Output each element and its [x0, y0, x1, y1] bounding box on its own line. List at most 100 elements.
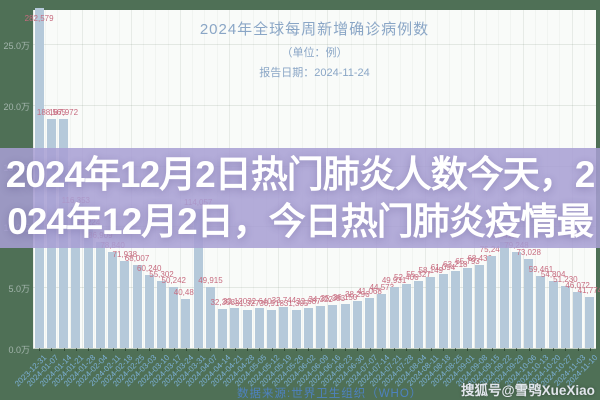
- bar-2024-04-21: [230, 307, 240, 348]
- bar-value-label: 31,305: [283, 298, 309, 308]
- bar-2024-09-22: [499, 241, 509, 348]
- x-axis-tick-mark: [320, 348, 322, 351]
- bar-value-label: 40,485: [173, 287, 199, 297]
- bar-value-label: 188,565: [36, 107, 66, 117]
- bar-value-label: 32,687: [296, 297, 321, 307]
- bar-value-label: 187,972: [49, 108, 79, 118]
- x-axis-tick-mark: [88, 348, 90, 351]
- bar-2024-05-26: [291, 309, 301, 348]
- bar-2024-03-03: [144, 274, 154, 348]
- x-axis-tick-mark: [577, 348, 579, 351]
- bar-2024-10-13: [536, 275, 546, 348]
- bar-2024-02-18: [120, 260, 130, 348]
- bar-2024-07-07: [365, 298, 375, 348]
- bar-2024-04-07: [205, 287, 215, 348]
- bar-2024-06-02: [303, 308, 313, 348]
- x-axis-tick-mark: [528, 348, 530, 351]
- y-axis-tick-label: 25.0万: [3, 41, 30, 51]
- bar-2024-05-12: [267, 310, 277, 348]
- x-axis-tick-mark: [455, 348, 457, 351]
- x-axis-tick-mark: [332, 348, 334, 351]
- bar-value-label: 49,931: [381, 276, 407, 286]
- x-axis-tick-mark: [185, 348, 187, 351]
- x-axis-tick-mark: [63, 348, 65, 351]
- x-axis-tick-mark: [394, 348, 396, 351]
- x-axis-tick-mark: [504, 348, 506, 351]
- x-axis-tick-mark: [430, 348, 432, 351]
- x-axis-tick-mark: [589, 348, 591, 351]
- bar-value-label: 41,068: [357, 287, 382, 297]
- x-axis-tick-mark: [369, 348, 371, 351]
- bar-2024-08-25: [450, 271, 460, 348]
- x-axis-tick-mark: [271, 348, 273, 351]
- x-axis-tick-mark: [222, 348, 224, 351]
- y-gridline: [33, 44, 596, 45]
- bar-2024-07-14: [377, 293, 387, 348]
- y-gridline: [33, 104, 596, 106]
- bar-2024-09-08: [475, 264, 485, 348]
- bar-2024-03-10: [157, 280, 166, 348]
- bar-value-label: 65,793: [455, 256, 480, 266]
- bar-value-label: 30,918: [259, 299, 284, 309]
- bar-value-label: 44,573: [369, 282, 395, 292]
- bar-value-label: 41,774: [577, 286, 600, 296]
- bar-2024-05-05: [254, 308, 264, 348]
- x-axis-tick-mark: [406, 348, 408, 351]
- x-axis-tick-mark: [540, 348, 542, 351]
- x-axis-tick-mark: [198, 348, 200, 351]
- bar-value-label: 61,094: [430, 262, 456, 272]
- bar-2024-06-30: [352, 301, 362, 348]
- x-axis-tick-mark: [283, 348, 285, 351]
- y-gridline: [33, 287, 596, 289]
- bar-2024-06-23: [340, 304, 350, 348]
- bar-value-label: 282,579: [24, 14, 54, 23]
- bar-2024-01-21: [71, 206, 81, 348]
- bar-2024-10-20: [548, 281, 558, 348]
- bar-2024-06-16: [328, 304, 338, 348]
- bar-2024-04-28: [242, 309, 252, 348]
- x-axis-tick-mark: [443, 348, 444, 351]
- chart-header: 2024年全球每周新增确诊病例数 （单位：例） 报告日期：2024-11-24: [33, 0, 596, 80]
- bar-value-label: 58,149: [418, 266, 443, 276]
- headline-overlay-banner: 2024年12月2日热门肺炎人数今天，2 024年12月2日，今日热门肺炎疫情最: [0, 148, 600, 248]
- bar-2024-03-24: [181, 298, 191, 348]
- y-gridline: [33, 348, 596, 349]
- bar-2024-10-27: [560, 285, 570, 348]
- x-axis-tick-mark: [357, 348, 359, 351]
- bar-2024-07-21: [389, 287, 399, 348]
- bar-value-label: 55,327: [406, 269, 431, 279]
- bar-value-label: 49,915: [198, 276, 223, 286]
- x-axis-tick-mark: [516, 348, 518, 351]
- bar-value-label: 60,240: [137, 263, 162, 273]
- report-date-label: 报告日期：2024-11-24: [259, 67, 370, 79]
- bar-value-label: 52,406: [394, 273, 419, 283]
- x-axis-tick-mark: [308, 348, 310, 351]
- y-axis-tick-label: 0.0万: [8, 345, 30, 355]
- bar-2024-05-19: [279, 306, 289, 348]
- bar-2024-04-14: [218, 308, 228, 348]
- bar-value-label: 32,640: [247, 297, 272, 307]
- bar-value-label: 54,804: [540, 270, 566, 280]
- bar-2024-10-06: [524, 259, 534, 348]
- x-axis-tick-mark: [296, 348, 298, 351]
- x-axis-tick-mark: [112, 348, 114, 351]
- y-axis-tick-label: 5.0万: [8, 284, 30, 295]
- x-axis-tick-mark: [161, 348, 163, 351]
- bar-value-label: 63,218: [443, 260, 468, 270]
- bar-value-label: 51,230: [553, 274, 578, 284]
- x-axis-tick-mark: [381, 348, 383, 351]
- x-axis-tick-mark: [259, 348, 261, 351]
- x-axis-tick-mark: [173, 348, 175, 351]
- bar-value-label: 71,938: [112, 249, 138, 259]
- x-axis-tick-mark: [137, 348, 139, 351]
- bar-value-label: 33,120: [222, 296, 248, 306]
- x-axis-tick-mark: [210, 348, 212, 351]
- bar-2024-02-04: [95, 242, 105, 348]
- bar-2024-11-03: [573, 291, 583, 348]
- chart-unit-subtitle: （单位：例）: [281, 47, 348, 59]
- bar-value-label: 46,072: [565, 280, 590, 290]
- bar-value-label: 31,327: [234, 298, 260, 308]
- bar-2024-07-28: [401, 284, 411, 348]
- bar-value-label: 34,322: [308, 295, 333, 305]
